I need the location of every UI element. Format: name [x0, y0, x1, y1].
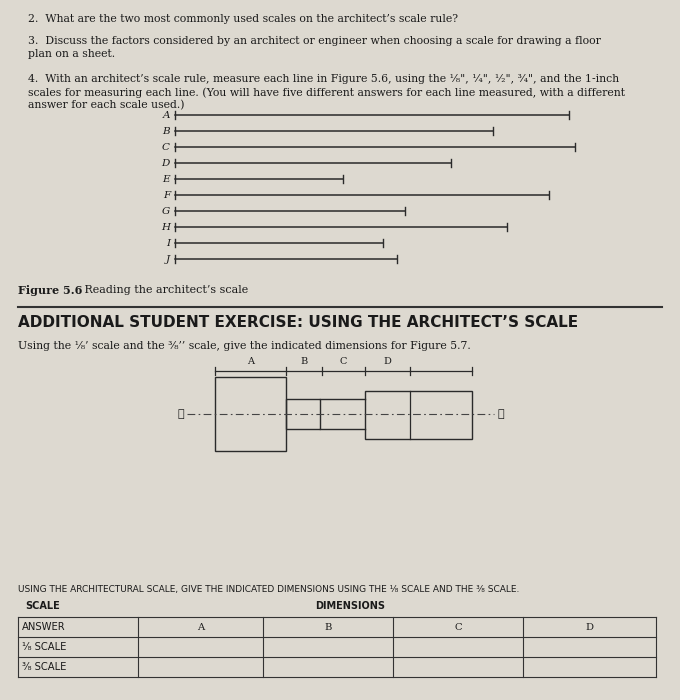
Text: SCALE: SCALE: [25, 601, 60, 611]
Text: ¹⁄₈ SCALE: ¹⁄₈ SCALE: [22, 642, 67, 652]
Text: D: D: [384, 357, 392, 366]
Text: ADDITIONAL STUDENT EXERCISE: USING THE ARCHITECT’S SCALE: ADDITIONAL STUDENT EXERCISE: USING THE A…: [18, 315, 578, 330]
Text: D: D: [162, 158, 170, 167]
Text: 3.  Discuss the factors considered by an architect or engineer when choosing a s: 3. Discuss the factors considered by an …: [28, 36, 601, 46]
Text: A: A: [247, 357, 254, 366]
Text: B: B: [163, 127, 170, 136]
Bar: [215, 377, 286, 451]
Text: F: F: [163, 190, 170, 199]
Text: Using the ¹⁄₈’ scale and the ³⁄₈’’ scale, give the indicated dimensions for Figu: Using the ¹⁄₈’ scale and the ³⁄₈’’ scale…: [18, 341, 471, 351]
Text: C: C: [162, 143, 170, 151]
Text: E: E: [163, 174, 170, 183]
Text: Reading the architect’s scale: Reading the architect’s scale: [74, 285, 248, 295]
Bar: [365, 391, 472, 439]
Text: ℓ: ℓ: [497, 409, 504, 419]
Text: ℓ: ℓ: [177, 409, 184, 419]
Text: scales for measuring each line. (You will have five different answers for each l: scales for measuring each line. (You wil…: [28, 87, 625, 97]
Text: Figure 5.6: Figure 5.6: [18, 285, 82, 296]
Text: A: A: [197, 622, 204, 631]
Bar: [286, 399, 320, 429]
Text: B: B: [324, 622, 332, 631]
Text: 4.  With an architect’s scale rule, measure each line in Figure 5.6, using the ¹: 4. With an architect’s scale rule, measu…: [28, 74, 619, 84]
Text: C: C: [454, 622, 462, 631]
Text: DIMENSIONS: DIMENSIONS: [315, 601, 385, 611]
Text: I: I: [166, 239, 170, 248]
Text: H: H: [161, 223, 170, 232]
Text: A: A: [163, 111, 170, 120]
Text: plan on a sheet.: plan on a sheet.: [28, 49, 115, 59]
Text: ANSWER: ANSWER: [22, 622, 66, 632]
Text: answer for each scale used.): answer for each scale used.): [28, 100, 184, 111]
Text: G: G: [162, 206, 170, 216]
Text: USING THE ARCHITECTURAL SCALE, GIVE THE INDICATED DIMENSIONS USING THE ¹⁄₈ SCALE: USING THE ARCHITECTURAL SCALE, GIVE THE …: [18, 585, 520, 594]
Text: D: D: [585, 622, 594, 631]
Text: J: J: [166, 255, 170, 263]
Text: 2.  What are the two most commonly used scales on the architect’s scale rule?: 2. What are the two most commonly used s…: [28, 14, 458, 24]
Text: C: C: [340, 357, 347, 366]
Text: B: B: [301, 357, 307, 366]
Text: ³⁄₈ SCALE: ³⁄₈ SCALE: [22, 662, 67, 672]
